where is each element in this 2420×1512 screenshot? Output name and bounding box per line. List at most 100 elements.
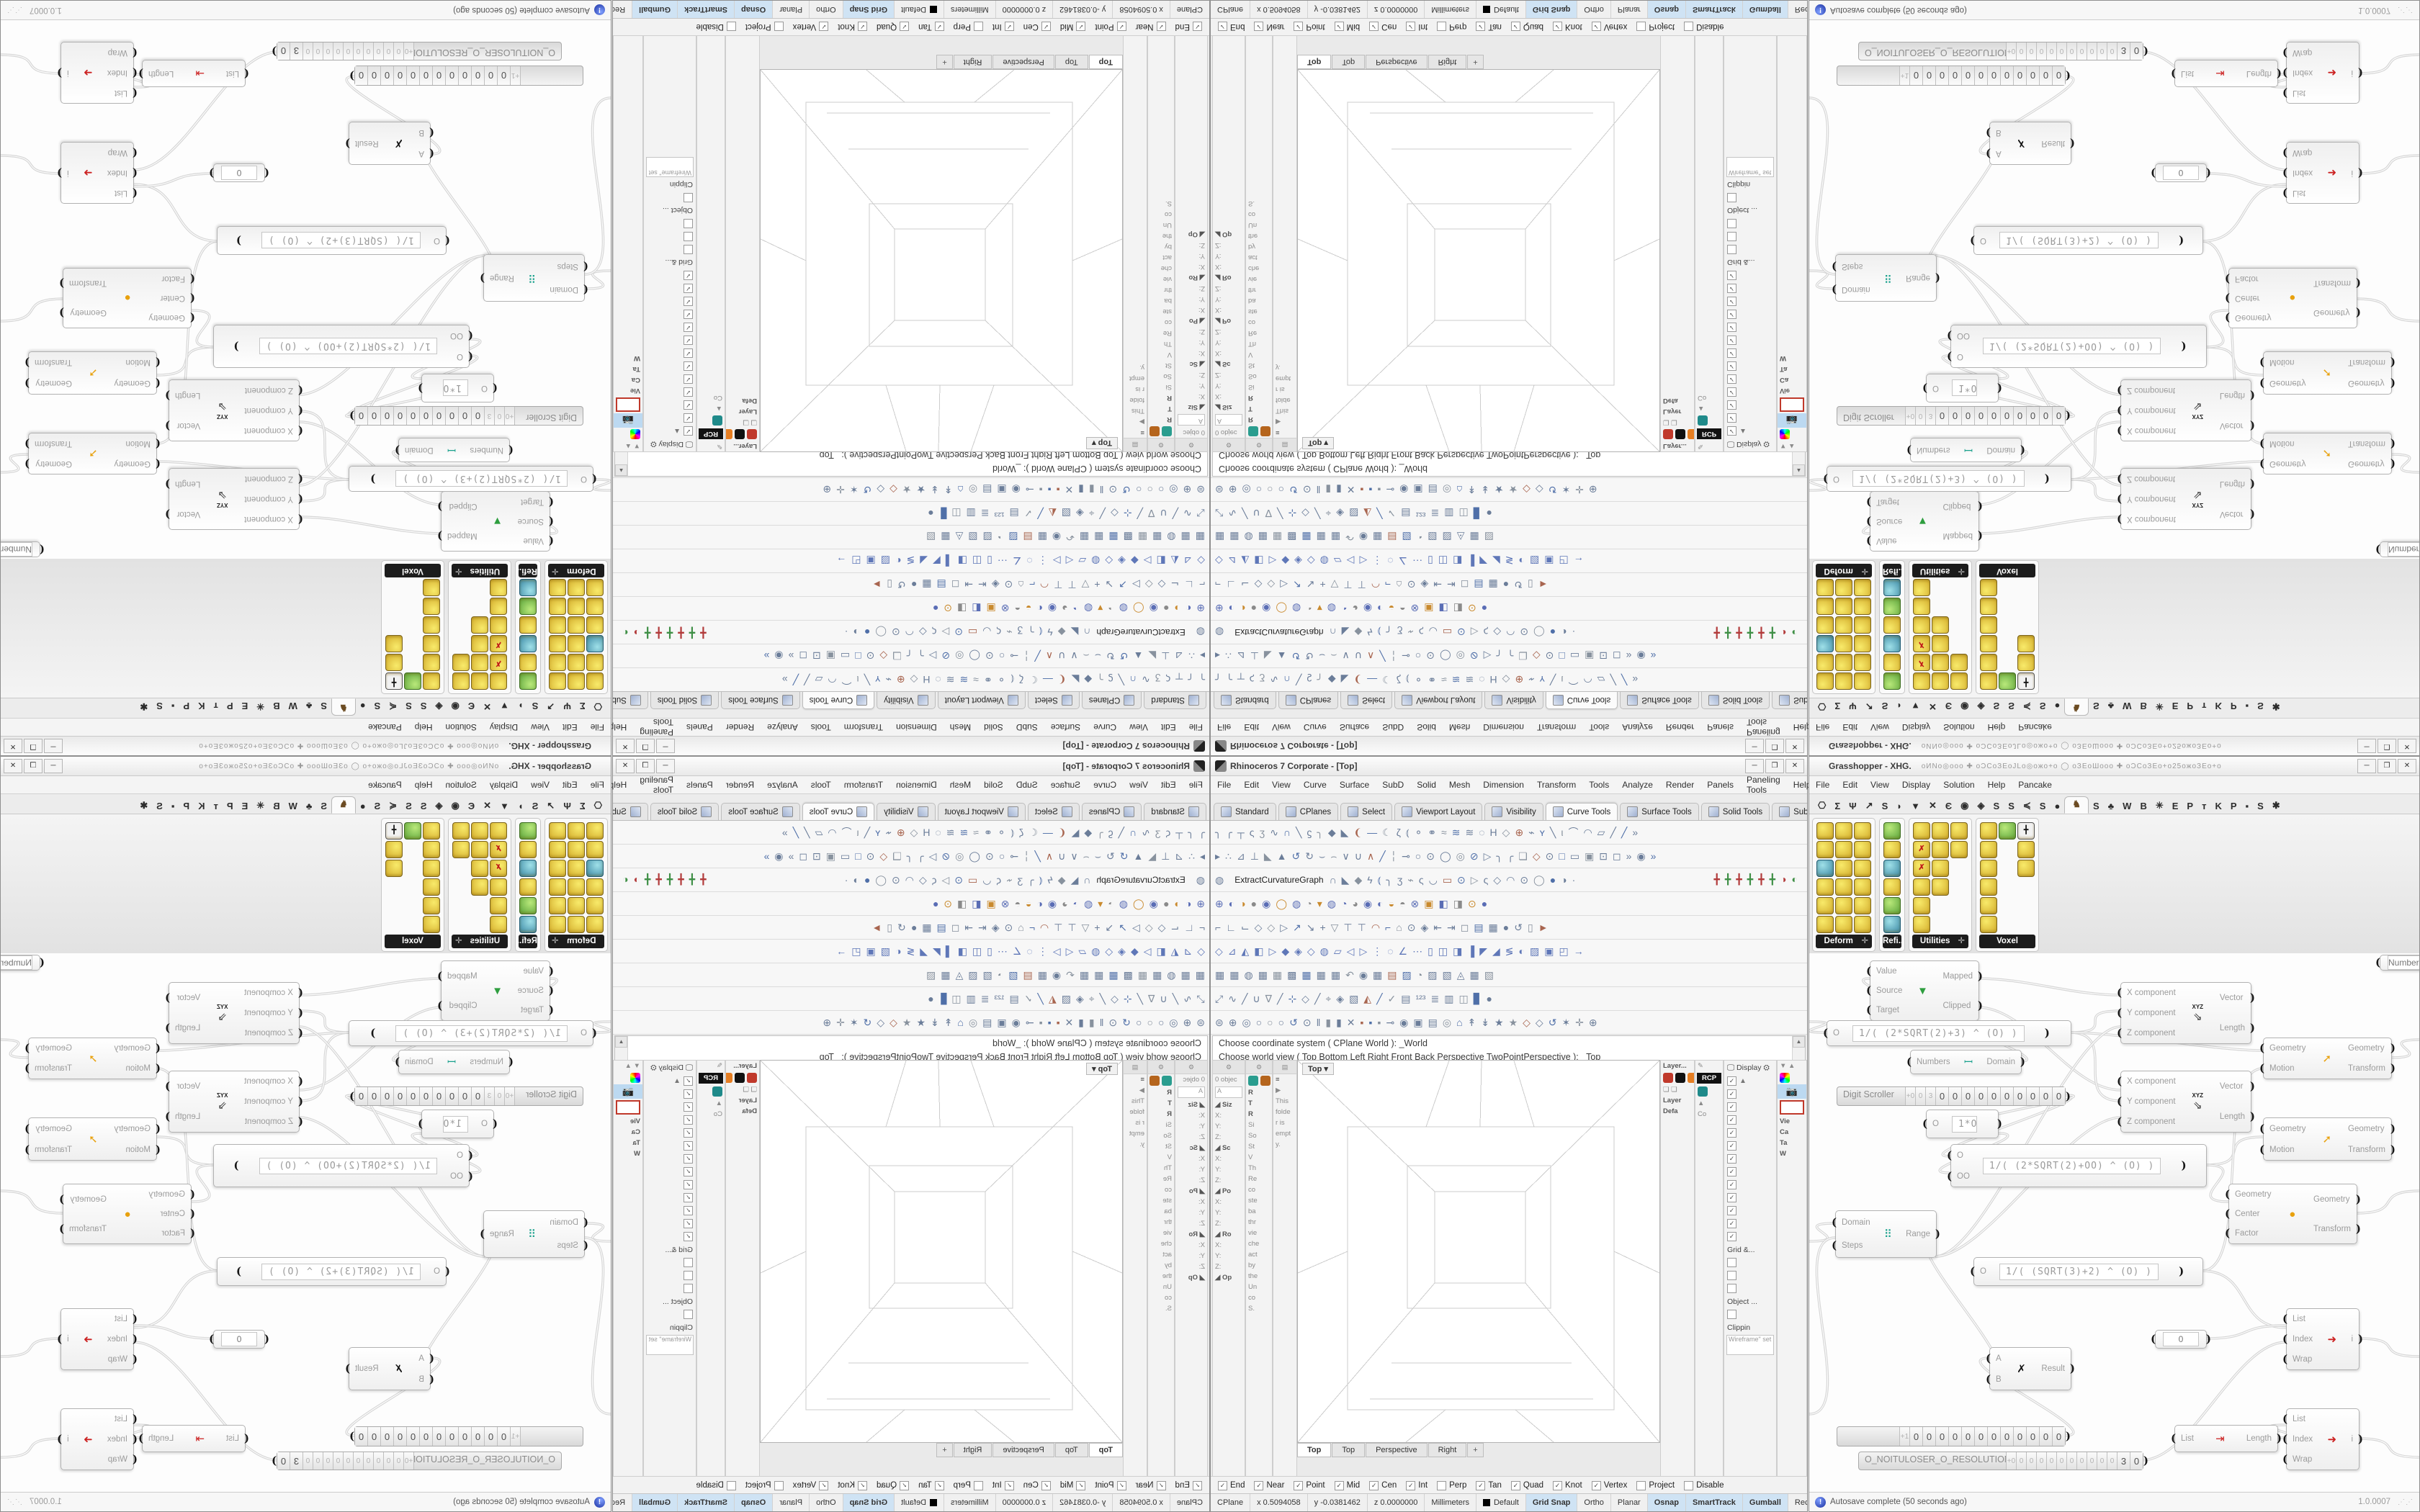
close-icon[interactable]: ✕ [2398,759,2416,773]
maximize-icon[interactable]: ❒ [24,739,42,753]
component-icon[interactable] [1854,635,1871,652]
checkbox-checked[interactable]: ✓ [1294,22,1304,32]
component-icon[interactable] [549,822,566,840]
toolbar-icon[interactable]: ⊙ [954,626,963,639]
port-o[interactable]: O( [434,1264,450,1278]
toolbar-icon[interactable]: ◇ [1307,555,1315,567]
close-icon[interactable]: ✕ [2398,739,2416,753]
toolbar-icon[interactable]: ◠ [1583,674,1592,686]
toolbar-icon[interactable]: ⊡ [812,850,821,862]
axis-icon[interactable]: ╋ [644,873,651,885]
toolbar-icon[interactable]: ◆ [1130,555,1139,567]
axis-icon[interactable]: ╋ [1724,873,1731,885]
toolbar-icon[interactable]: ◫ [1438,945,1448,957]
checkbox-checked[interactable]: ✓ [1041,1480,1051,1490]
menu-analyze[interactable]: Analyze [1622,722,1653,732]
toolbar-icon[interactable]: + [1094,579,1101,590]
menu-subd[interactable]: SubD [1382,722,1404,732]
port-out[interactable]: ) [233,341,251,354]
port-numbers[interactable]: Numbers( [470,1055,514,1068]
osnap-disable[interactable]: Disable [696,1480,736,1490]
toolbar-tab-subd-too[interactable]: SubD Too [613,692,648,709]
checkbox-checked[interactable]: ✓ [684,1192,693,1202]
category-tab-5[interactable]: ◗ [1896,801,1903,811]
status-y-0-0381462[interactable]: y -0.0381462 [1052,1,1113,18]
status-grid-snap[interactable]: Grid Snap [1525,1,1578,18]
toolbar-icon[interactable]: ⊤ [1343,579,1353,591]
toolbar-icon[interactable]: ▭ [840,850,851,862]
display-option-row[interactable]: ✓ [644,1178,696,1191]
display-option-row[interactable]: ✓ [1724,1126,1776,1139]
scroller-digit[interactable]: 0 [1948,1087,1961,1105]
close-icon[interactable]: ✕ [4,739,22,753]
toolbar-tab-cplanes[interactable]: CPlanes [1278,803,1339,820]
toolbar-icon[interactable]: ⌙ [1240,579,1250,591]
toolbar-icon[interactable]: ◣ [1071,674,1080,686]
toolbar-icon[interactable]: ╲ [1118,674,1125,686]
checkbox-checked[interactable]: ✓ [684,1115,693,1125]
toolbar-tab-select[interactable]: Select [1027,803,1080,820]
toolbar-icon[interactable]: ▦ [1229,968,1240,981]
port-oo[interactable]: OO( [450,1169,473,1182]
scroller-digit[interactable]: 3 [1925,407,1935,425]
toolbar-icon[interactable]: ▷ [928,850,937,862]
toolbar-icon[interactable]: ∨ [1342,650,1350,662]
toolbar-icon[interactable]: ⊥ [1250,850,1259,862]
toolbar-icon[interactable]: ● [1481,898,1488,909]
gh-node-listlen[interactable]: List(⇥ Length) [2171,60,2282,87]
toolbar-icon[interactable]: ▧ [1061,992,1071,1004]
category-tab-22[interactable]: E [241,801,248,811]
component-icon[interactable] [519,878,537,896]
port-x-component[interactable]: X component( [2117,424,2176,438]
checkbox-checked[interactable]: ✓ [1727,348,1736,359]
gh-node-numbercut[interactable]: (Number) [2375,955,2419,971]
viewport-title[interactable]: Top ▾ [1086,1063,1118,1075]
toolbar-icon[interactable]: + [1319,579,1326,590]
display-option-row[interactable]: ✓ [644,1165,696,1178]
toolbar-icon[interactable]: ▥ [1444,992,1454,1004]
port-oo[interactable]: OO( [1947,330,1970,343]
scroller-digit[interactable]: 0 [381,1087,394,1105]
category-tab-24[interactable]: ᴛ [2202,801,2207,811]
toolbar-icon[interactable]: ★ [902,1016,912,1028]
gh-node-move1[interactable]: Geometry(Motion(➚ Geometry) Transform) [24,433,161,474]
display-option-row[interactable]: ✓ [1724,347,1776,360]
toolbar-icon[interactable]: ⊙ [985,850,994,862]
toolbar-icon[interactable]: ▷ [1268,555,1277,567]
toolbar-icon[interactable]: ▱ [815,826,823,838]
palette-expand-icon[interactable]: ✛ [1861,937,1868,945]
gh-node-scroller1[interactable]: Digit Scroller +0 0 3 0 0 0 0 0 0 0 0 0 0) [1837,1086,2071,1106]
checkbox-checked[interactable]: ✓ [1727,1102,1736,1112]
toolbar-icon[interactable]: — [1367,827,1378,838]
toolbar-icon[interactable]: ◆ [1084,826,1093,838]
toolbar-icon[interactable]: ϛ [1108,674,1113,685]
viewport-tab-top[interactable]: Top [1088,55,1123,69]
toolbar-icon[interactable]: ⌁ [1407,873,1414,886]
category-tab-12[interactable]: S [405,701,412,711]
display-option-row[interactable]: ✓▲ [644,425,696,438]
scroller-digit[interactable]: 0 [313,42,323,60]
port-transform[interactable]: Transform) [59,277,107,291]
toolbar-icon[interactable]: ► [1538,579,1549,590]
toolbar-icon[interactable]: ╭ [1507,650,1514,662]
toolbar-icon[interactable]: ⊙ [1302,484,1312,496]
toolbar-icon[interactable]: ⌢ [1083,850,1090,862]
checkbox-checked[interactable]: ✓ [684,426,693,436]
toolbar-icon[interactable]: ▊ [1473,508,1482,520]
toolbar-icon[interactable]: ▤ [1428,484,1438,496]
toolbar-icon[interactable]: ╮ [918,850,924,862]
scroller-digit[interactable]: 0 [2076,1452,2087,1470]
component-icon[interactable] [404,822,421,840]
toolbar-tab-surface-tools[interactable]: Surface Tools [1620,803,1699,820]
toolbar-icon[interactable]: ╱ [1137,992,1143,1004]
component-icon[interactable] [1883,635,1901,652]
component-icon[interactable] [423,860,440,877]
port-transform[interactable]: Transform) [24,356,72,370]
toolbar-icon[interactable]: ▾ [1317,897,1322,909]
checkbox-unchecked[interactable] [684,193,693,203]
scroller-digit[interactable]: 0 [485,1427,498,1446]
toolbar-icon[interactable]: ϟ [1047,874,1053,886]
scroller-digit[interactable]: 0 [1961,1087,1974,1105]
toolbar-icon[interactable]: ╱ [1241,508,1248,520]
component-icon[interactable] [586,822,604,840]
